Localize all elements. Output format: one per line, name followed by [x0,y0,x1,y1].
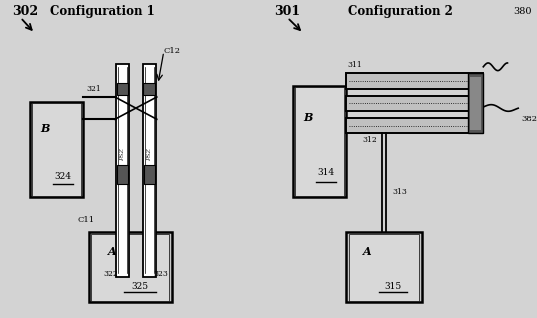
Bar [32,103,81,196]
Text: 322: 322 [104,270,118,278]
Bar [346,118,483,133]
Text: B: B [40,123,49,134]
Bar [468,73,483,133]
Bar [293,86,346,197]
Text: 302: 302 [12,5,38,17]
Bar [470,77,481,130]
Text: 311: 311 [347,61,362,69]
Text: A: A [363,246,372,257]
Text: 324: 324 [54,172,71,181]
Text: B: B [303,112,313,122]
Text: 382: 382 [521,115,537,123]
Bar [349,234,419,301]
Text: 325: 325 [132,282,149,291]
Text: C11: C11 [78,216,95,224]
Bar [117,83,128,95]
Bar [346,96,483,111]
Bar [295,87,344,196]
Text: 313: 313 [393,188,408,196]
Bar [117,165,128,184]
Bar [89,232,172,302]
Text: 323: 323 [154,270,169,278]
Bar [346,73,483,89]
Text: Configuration 1: Configuration 1 [49,5,155,17]
Text: 380: 380 [513,7,531,16]
Text: 315: 315 [384,282,402,291]
Bar [143,83,155,95]
Bar [144,165,155,184]
Text: 301: 301 [274,5,300,17]
Bar [143,64,156,277]
Bar [30,102,83,197]
Bar [116,64,129,277]
Text: PSZ: PSZ [147,148,152,161]
Text: 321: 321 [86,85,100,93]
Text: Configuration 2: Configuration 2 [347,5,453,17]
Text: 314: 314 [317,168,335,177]
Text: 312: 312 [363,136,378,144]
Text: A: A [107,246,116,257]
Text: PSZ: PSZ [120,148,125,161]
Text: C12: C12 [164,47,181,55]
Bar [91,234,169,301]
Bar [346,232,422,302]
